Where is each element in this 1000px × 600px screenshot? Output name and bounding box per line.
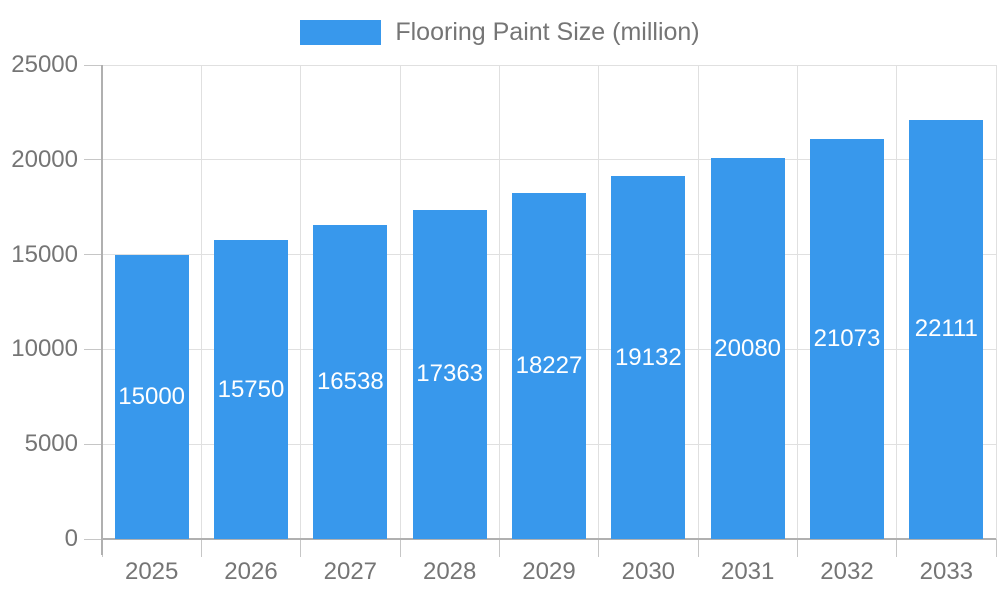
x-gridline	[697, 65, 699, 539]
bar-value-label: 21073	[813, 325, 881, 353]
x-tick-mark	[498, 539, 500, 557]
x-tick-mark	[995, 539, 997, 557]
x-tick-mark	[200, 539, 202, 557]
bar-value-label: 20080	[714, 334, 782, 362]
legend-item[interactable]: Flooring Paint Size (million)	[300, 17, 700, 46]
bar-2029	[512, 193, 586, 539]
y-axis-tick-label: 15000	[11, 240, 78, 268]
bar-value-label: 18227	[515, 352, 583, 380]
legend-label: Flooring Paint Size (million)	[395, 17, 700, 46]
y-axis-tick-label: 0	[64, 525, 78, 552]
bar-2031	[710, 158, 785, 539]
x-axis-tick-label: 2028	[422, 558, 477, 585]
chart-legend: Flooring Paint Size (million)	[0, 14, 1000, 50]
x-tick-mark	[399, 539, 401, 557]
y-axis-line	[101, 65, 103, 555]
x-tick-mark	[896, 539, 898, 557]
x-gridline	[796, 65, 798, 539]
x-axis-tick-label: 2027	[323, 558, 378, 585]
y-axis-tick-label: 5000	[24, 430, 78, 458]
bar-2027	[313, 225, 388, 539]
y-axis-tick-label: 10000	[11, 335, 78, 363]
x-tick-mark	[796, 539, 798, 557]
x-axis-tick-label: 2033	[919, 558, 974, 585]
x-gridline	[995, 65, 997, 539]
bar-2032	[810, 139, 884, 539]
x-axis-tick-label: 2031	[720, 558, 775, 585]
y-gridline	[102, 159, 996, 161]
x-tick-mark	[598, 539, 600, 557]
x-axis-line	[102, 538, 996, 540]
x-gridline	[300, 65, 302, 539]
x-axis-tick-label: 2030	[621, 558, 676, 585]
bar-value-label: 16538	[316, 368, 384, 396]
bar-value-label: 15750	[217, 375, 285, 403]
y-axis-tick-label: 20000	[11, 145, 78, 173]
y-tick-mark	[84, 443, 102, 445]
x-gridline	[200, 65, 202, 539]
x-gridline	[498, 65, 500, 539]
x-axis-tick-label: 2025	[124, 558, 179, 585]
x-gridline	[598, 65, 600, 539]
y-tick-mark	[84, 538, 102, 540]
x-axis-tick-label: 2029	[522, 558, 576, 585]
x-axis-tick-label: 2032	[820, 558, 874, 585]
bar-value-label: 19132	[614, 343, 682, 371]
bar-2030	[611, 176, 686, 539]
bar-value-label: 22111	[914, 315, 978, 343]
y-tick-mark	[84, 64, 102, 66]
x-tick-mark	[697, 539, 699, 557]
y-tick-mark	[84, 159, 102, 161]
bar-value-label: 17363	[416, 360, 484, 388]
y-tick-mark	[84, 348, 102, 350]
bar-2026	[214, 240, 288, 539]
x-tick-mark	[300, 539, 302, 557]
x-gridline	[399, 65, 401, 539]
y-axis-tick-label: 25000	[11, 51, 78, 78]
x-gridline	[896, 65, 898, 539]
bar-2033	[909, 119, 984, 539]
bar-2025	[114, 254, 189, 539]
legend-color-swatch	[300, 19, 382, 45]
y-gridline	[102, 64, 996, 66]
y-tick-mark	[84, 254, 102, 256]
bar-2028	[412, 209, 487, 539]
x-axis-tick-label: 2026	[224, 558, 278, 585]
bar-value-label: 15000	[118, 382, 186, 410]
